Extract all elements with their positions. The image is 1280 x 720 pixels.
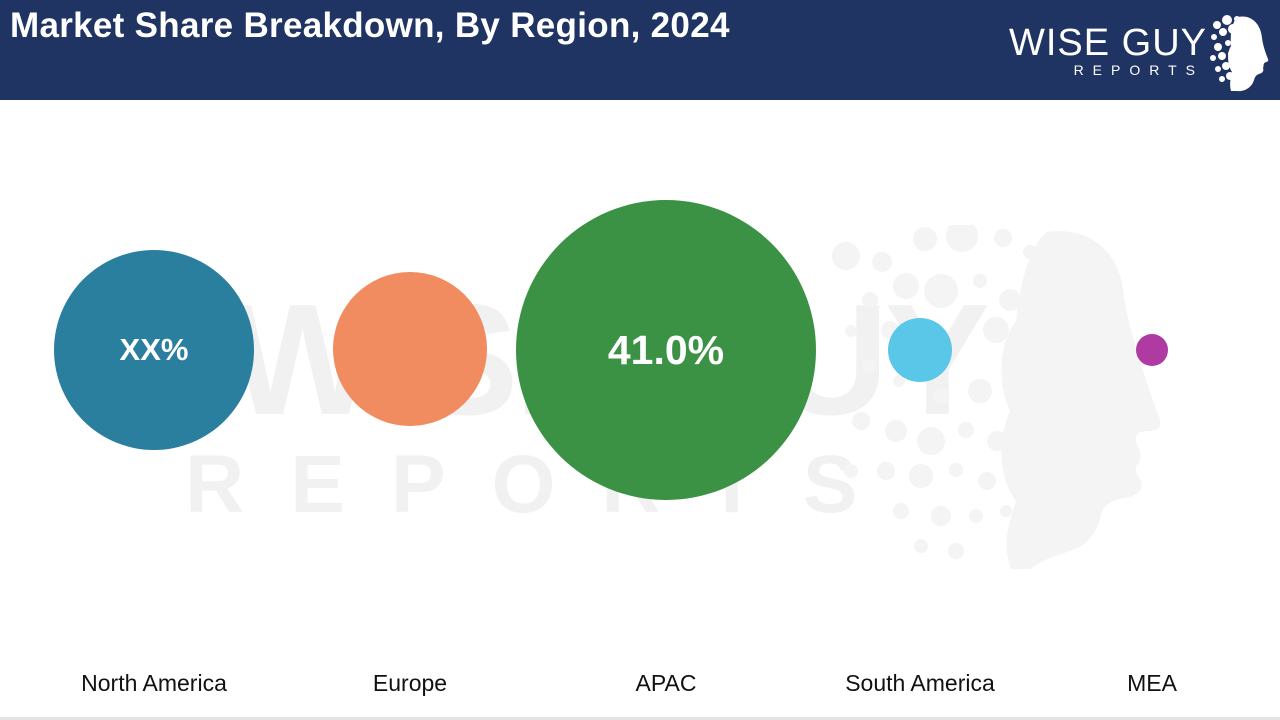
category-label-europe: Europe xyxy=(372,670,448,696)
watermark-reports: REPORTS xyxy=(185,439,904,530)
category-label-south-america: South America xyxy=(845,670,995,696)
bubble-mea[interactable] xyxy=(1136,334,1168,366)
category-label-mea: MEA xyxy=(1127,670,1177,696)
bottom-divider xyxy=(0,717,1280,720)
logo-subtitle: REPORTS xyxy=(1073,62,1204,78)
bubble-value-label: XX% xyxy=(119,332,189,367)
wise-guy-logo: WISE GUY REPORTS xyxy=(1009,6,1272,94)
header: Market Share Breakdown, By Region, 2024 … xyxy=(0,0,1280,100)
category-label-north-america: North America xyxy=(81,670,227,696)
bubble-europe[interactable] xyxy=(333,272,487,426)
logo-wordmark: WISE GUY xyxy=(1008,22,1207,64)
category-label-apac: APAC xyxy=(635,670,697,696)
bubble-south-america[interactable] xyxy=(888,318,952,382)
head-watermark-icon xyxy=(832,225,1161,569)
page-title: Market Share Breakdown, By Region, 2024 xyxy=(10,6,730,45)
logo-head-icon xyxy=(1210,15,1269,92)
bubble-value-label: 41.0% xyxy=(607,326,725,373)
bubble-north-america[interactable]: XX% xyxy=(54,250,254,450)
bubble-apac[interactable]: 41.0% xyxy=(516,200,816,500)
